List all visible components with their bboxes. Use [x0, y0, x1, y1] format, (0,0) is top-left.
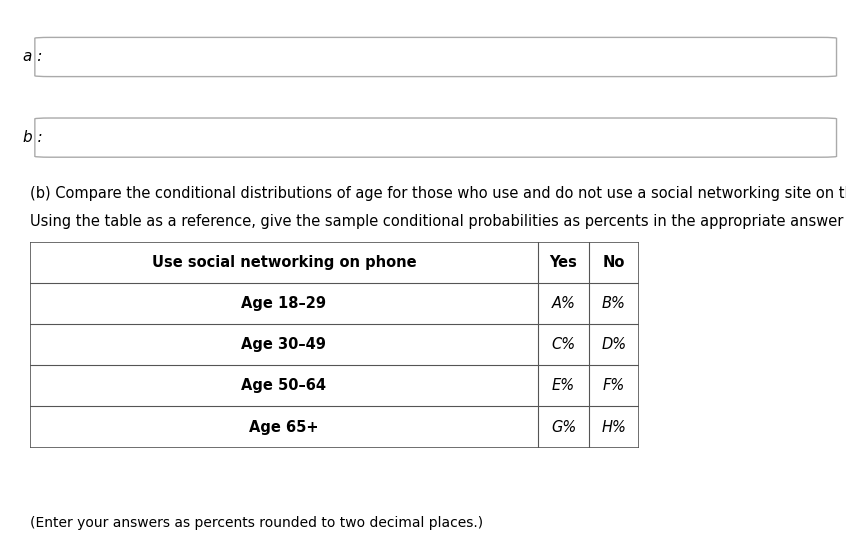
Text: B%: B%: [602, 296, 626, 311]
Text: E%: E%: [552, 379, 575, 393]
Text: G%: G%: [551, 420, 576, 434]
Text: Age 30–49: Age 30–49: [241, 337, 327, 352]
FancyBboxPatch shape: [35, 37, 837, 77]
Text: (Enter your answers as percents rounded to two decimal places.): (Enter your answers as percents rounded …: [30, 516, 483, 530]
Text: A%: A%: [552, 296, 575, 311]
Text: a :: a :: [23, 49, 42, 64]
FancyBboxPatch shape: [35, 118, 837, 157]
Text: Age 50–64: Age 50–64: [241, 379, 327, 393]
Text: Use social networking on phone: Use social networking on phone: [151, 255, 416, 270]
Text: Age 65+: Age 65+: [250, 420, 319, 434]
Text: No: No: [602, 255, 625, 270]
Text: Yes: Yes: [550, 255, 578, 270]
Text: D%: D%: [602, 337, 626, 352]
Text: Using the table as a reference, give the sample conditional probabilities as per: Using the table as a reference, give the…: [30, 214, 846, 229]
Text: F%: F%: [602, 379, 625, 393]
Text: H%: H%: [602, 420, 626, 434]
Text: (b) Compare the conditional distributions of age for those who use and do not us: (b) Compare the conditional distribution…: [30, 186, 846, 201]
Text: b :: b :: [23, 130, 42, 145]
Text: Age 18–29: Age 18–29: [241, 296, 327, 311]
Text: C%: C%: [552, 337, 575, 352]
